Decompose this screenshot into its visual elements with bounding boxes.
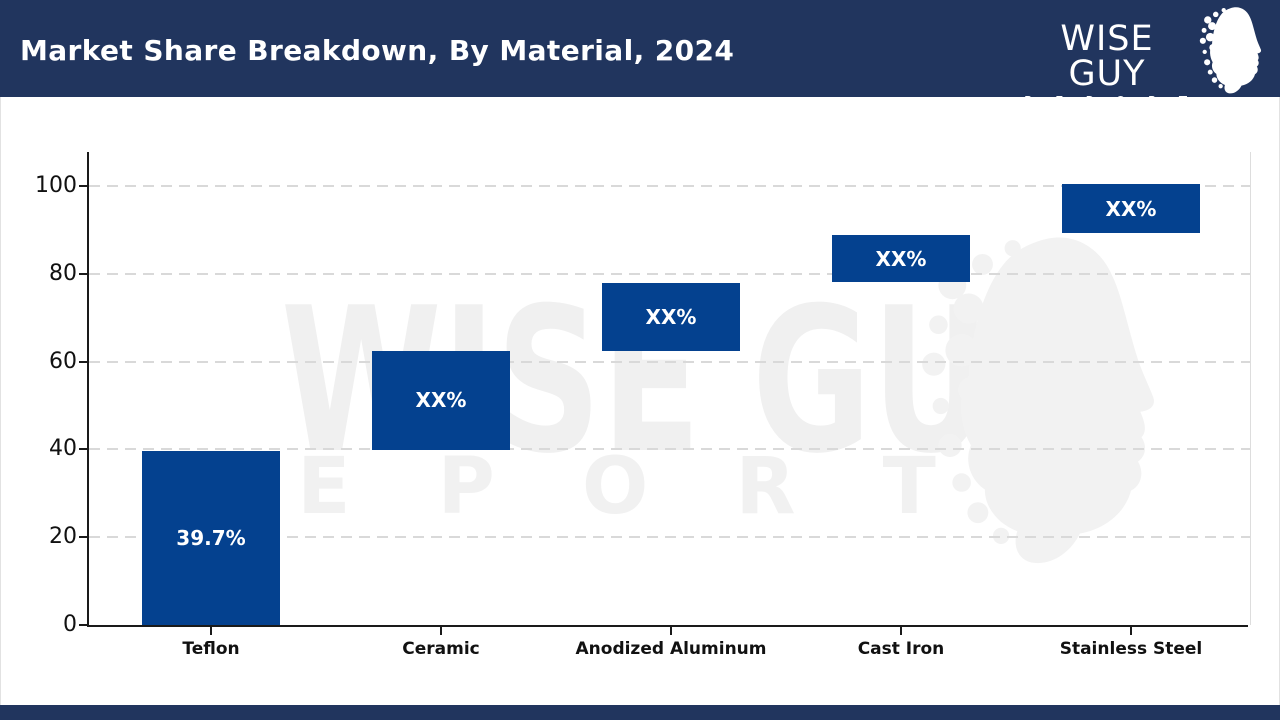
x-axis-category-label: Ceramic <box>402 639 480 659</box>
gridline <box>89 536 1250 539</box>
y-tick-label: 40 <box>49 436 77 462</box>
y-tick-label: 0 <box>63 612 77 637</box>
bar-teflon: 39.7% <box>142 450 280 625</box>
x-axis-category-label: Stainless Steel <box>1059 639 1203 659</box>
x-axis-category-label: Teflon <box>182 639 240 659</box>
x-axis-category-label: Cast Iron <box>857 639 945 659</box>
x-tick-mark <box>900 627 902 635</box>
x-tick-mark <box>670 627 672 635</box>
gridline <box>89 185 1250 187</box>
bar-ceramic: XX% <box>372 351 510 450</box>
y-tick-mark <box>79 536 87 539</box>
y-tick-mark <box>79 624 87 626</box>
plot-right-border <box>1250 152 1251 625</box>
gridline <box>89 360 1250 363</box>
brand-logo: WISE GUY R E P O R T S <box>1016 7 1266 125</box>
bar-value-label: 39.7% <box>176 525 246 550</box>
x-axis-category-label: Anodized Aluminum <box>575 639 767 659</box>
brand-name: WISE GUY <box>1060 19 1154 94</box>
y-tick-label: 100 <box>35 173 77 198</box>
y-tick-label: 20 <box>49 524 77 550</box>
head-watermark-icon <box>918 225 1170 577</box>
header-bar: Market Share Breakdown, By Material, 202… <box>0 0 1280 125</box>
y-tick-mark <box>79 272 87 275</box>
y-tick-mark <box>79 448 87 451</box>
brand-subtitle: R E P O R T S <box>1024 95 1196 125</box>
x-tick-mark <box>1130 627 1132 635</box>
y-tick-mark <box>79 360 87 363</box>
bar-cast-iron: XX% <box>832 235 970 283</box>
x-tick-mark <box>440 627 442 635</box>
bar-value-label: XX% <box>645 305 697 330</box>
y-axis-line <box>87 152 89 627</box>
bar-value-label: XX% <box>875 246 927 271</box>
footer-bar <box>0 705 1280 720</box>
bar-anodized-aluminum: XX% <box>602 283 740 352</box>
y-tick-mark <box>79 185 87 187</box>
gridline <box>89 448 1250 451</box>
bar-value-label: XX% <box>1105 196 1157 221</box>
gridline <box>89 272 1250 275</box>
bar-stainless-steel: XX% <box>1062 184 1200 233</box>
x-axis-line <box>87 625 1248 627</box>
y-tick-label: 80 <box>49 260 77 286</box>
x-tick-mark <box>210 627 212 635</box>
bar-value-label: XX% <box>415 388 467 413</box>
brand-logo-text: WISE GUY R E P O R T S <box>1016 19 1198 126</box>
chart-title: Market Share Breakdown, By Material, 202… <box>20 34 735 67</box>
y-tick-label: 60 <box>49 348 77 374</box>
